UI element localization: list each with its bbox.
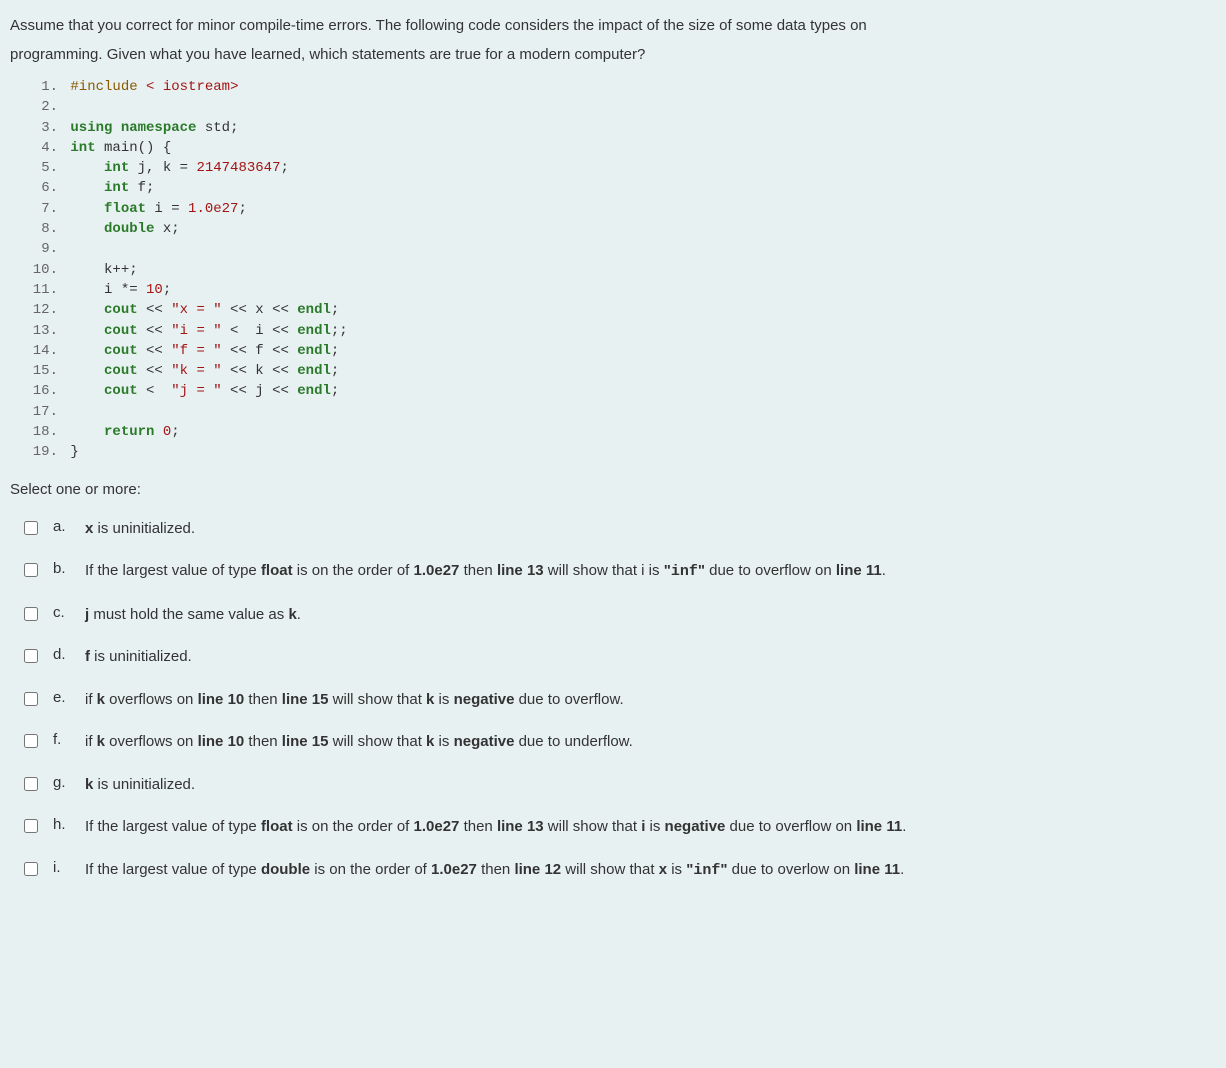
line-number: 17.	[30, 402, 58, 422]
code-line: 12. cout << "x = " << x << endl;	[30, 300, 1216, 320]
code-line: 1. #include < iostream>	[30, 77, 1216, 97]
code-content: cout << "i = " < i << endl;;	[70, 323, 347, 339]
line-number: 10.	[30, 260, 58, 280]
select-prompt: Select one or more:	[10, 481, 1216, 498]
code-content: #include < iostream>	[70, 79, 238, 95]
option-checkbox-c[interactable]	[24, 607, 38, 621]
option-checkbox-a[interactable]	[24, 521, 38, 535]
option-letter: f.	[53, 731, 73, 748]
line-number: 8.	[30, 219, 58, 239]
option-row: b. If the largest value of type float is …	[20, 550, 1216, 594]
line-number: 12.	[30, 300, 58, 320]
option-checkbox-b[interactable]	[24, 563, 38, 577]
line-number: 1.	[30, 77, 58, 97]
line-number: 2.	[30, 97, 58, 117]
option-row: h. If the largest value of type float is …	[20, 806, 1216, 849]
option-row: a. x is uninitialized.	[20, 508, 1216, 551]
options-list: a. x is uninitialized. b. If the largest va…	[20, 508, 1216, 893]
option-checkbox-i[interactable]	[24, 862, 38, 876]
option-row: f. if k overflows on line 10 then line 15…	[20, 721, 1216, 764]
code-content: i *= 10;	[70, 282, 171, 298]
line-number: 18.	[30, 422, 58, 442]
code-content: return 0;	[70, 424, 179, 440]
option-letter: g.	[53, 774, 73, 791]
code-content: cout << "k = " << k << endl;	[70, 363, 339, 379]
code-content: }	[70, 444, 78, 460]
code-line: 13. cout << "i = " < i << endl;;	[30, 321, 1216, 341]
code-line: 19. }	[30, 442, 1216, 462]
option-letter: i.	[53, 859, 73, 876]
question-line-1: Assume that you correct for minor compil…	[10, 17, 867, 34]
code-content: int f;	[70, 180, 154, 196]
option-letter: h.	[53, 816, 73, 833]
line-number: 5.	[30, 158, 58, 178]
code-content: k++;	[70, 262, 137, 278]
code-line: 11. i *= 10;	[30, 280, 1216, 300]
line-number: 14.	[30, 341, 58, 361]
code-line: 14. cout << "f = " << f << endl;	[30, 341, 1216, 361]
line-number: 11.	[30, 280, 58, 300]
code-line: 16. cout < "j = " << j << endl;	[30, 381, 1216, 401]
code-line: 17.	[30, 402, 1216, 422]
option-row: d. f is uninitialized.	[20, 636, 1216, 679]
line-number: 6.	[30, 178, 58, 198]
code-content: double x;	[70, 221, 179, 237]
code-line: 3. using namespace std;	[30, 118, 1216, 138]
option-letter: a.	[53, 518, 73, 535]
option-text: if k overflows on line 10 then line 15 w…	[85, 731, 1216, 754]
option-letter: e.	[53, 689, 73, 706]
option-text: If the largest value of type double is o…	[85, 859, 1216, 883]
code-content: int main() {	[70, 140, 171, 156]
code-line: 9.	[30, 239, 1216, 259]
code-line: 18. return 0;	[30, 422, 1216, 442]
line-number: 13.	[30, 321, 58, 341]
line-number: 7.	[30, 199, 58, 219]
line-number: 4.	[30, 138, 58, 158]
line-number: 16.	[30, 381, 58, 401]
code-content: cout << "x = " << x << endl;	[70, 302, 339, 318]
option-row: i. If the largest value of type double is…	[20, 849, 1216, 893]
option-text: If the largest value of type float is on…	[85, 560, 1216, 584]
option-row: e. if k overflows on line 10 then line 15…	[20, 679, 1216, 722]
option-letter: b.	[53, 560, 73, 577]
code-line: 10. k++;	[30, 260, 1216, 280]
option-text: If the largest value of type float is on…	[85, 816, 1216, 839]
code-content: cout < "j = " << j << endl;	[70, 383, 339, 399]
question-text: Assume that you correct for minor compil…	[10, 12, 1216, 69]
option-checkbox-e[interactable]	[24, 692, 38, 706]
option-text: if k overflows on line 10 then line 15 w…	[85, 689, 1216, 712]
option-row: c. j must hold the same value as k.	[20, 594, 1216, 637]
code-content: cout << "f = " << f << endl;	[70, 343, 339, 359]
question-line-2: programming. Given what you have learned…	[10, 46, 645, 63]
code-line: 8. double x;	[30, 219, 1216, 239]
option-text: k is uninitialized.	[85, 774, 1216, 797]
option-checkbox-h[interactable]	[24, 819, 38, 833]
option-text: j must hold the same value as k.	[85, 604, 1216, 627]
line-number: 9.	[30, 239, 58, 259]
code-line: 4. int main() {	[30, 138, 1216, 158]
code-line: 5. int j, k = 2147483647;	[30, 158, 1216, 178]
option-letter: c.	[53, 604, 73, 621]
code-line: 2.	[30, 97, 1216, 117]
code-content: float i = 1.0e27;	[70, 201, 246, 217]
option-checkbox-g[interactable]	[24, 777, 38, 791]
option-text: f is uninitialized.	[85, 646, 1216, 669]
option-row: g. k is uninitialized.	[20, 764, 1216, 807]
code-content: using namespace std;	[70, 120, 238, 136]
code-content: int j, k = 2147483647;	[70, 160, 288, 176]
line-number: 3.	[30, 118, 58, 138]
line-number: 19.	[30, 442, 58, 462]
line-number: 15.	[30, 361, 58, 381]
option-checkbox-d[interactable]	[24, 649, 38, 663]
code-line: 6. int f;	[30, 178, 1216, 198]
option-letter: d.	[53, 646, 73, 663]
code-line: 7. float i = 1.0e27;	[30, 199, 1216, 219]
code-line: 15. cout << "k = " << k << endl;	[30, 361, 1216, 381]
code-block: 1. #include < iostream>2. 3. using names…	[30, 77, 1216, 463]
option-text: x is uninitialized.	[85, 518, 1216, 541]
option-checkbox-f[interactable]	[24, 734, 38, 748]
